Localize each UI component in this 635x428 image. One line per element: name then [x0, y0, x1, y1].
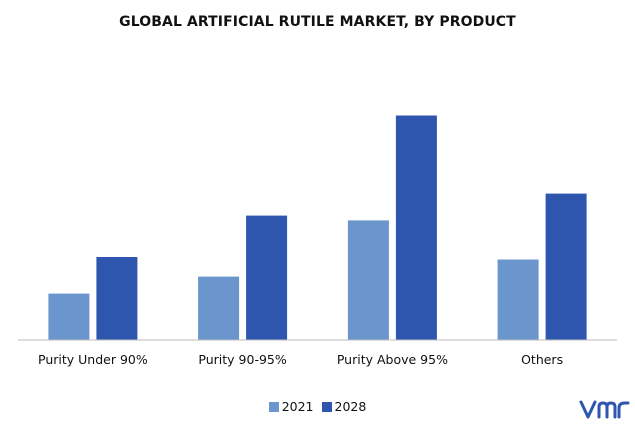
bar-2028-2 — [395, 115, 437, 340]
legend-swatch — [321, 401, 332, 412]
legend-item-2021: 2021 — [268, 399, 314, 414]
category-labels: Purity Under 90% Purity 90-95% Purity Abov… — [38, 352, 563, 367]
vmr-logo-icon — [579, 400, 630, 419]
chart-title: GLOBAL ARTIFICIAL RUTILE MARKET, BY PROD… — [119, 14, 516, 30]
category-label: Purity Above 95% — [337, 352, 448, 367]
bar-2028-0 — [96, 257, 138, 340]
category-label: Purity Under 90% — [38, 352, 148, 367]
legend-item-2028: 2028 — [321, 399, 367, 414]
bars-group — [48, 115, 587, 340]
bar-2021-0 — [48, 293, 90, 340]
category-label: Others — [521, 352, 563, 367]
bar-2021-3 — [497, 259, 539, 340]
bar-2028-3 — [545, 193, 587, 340]
legend-label: 2028 — [334, 399, 367, 414]
bar-2021-1 — [198, 276, 240, 340]
bar-2021-2 — [347, 220, 389, 340]
category-label: Purity 90-95% — [198, 352, 286, 367]
legend-swatch — [268, 401, 279, 412]
bar-2028-1 — [246, 215, 288, 340]
legend: 2021 2028 — [0, 399, 635, 414]
legend-label: 2021 — [281, 399, 314, 414]
